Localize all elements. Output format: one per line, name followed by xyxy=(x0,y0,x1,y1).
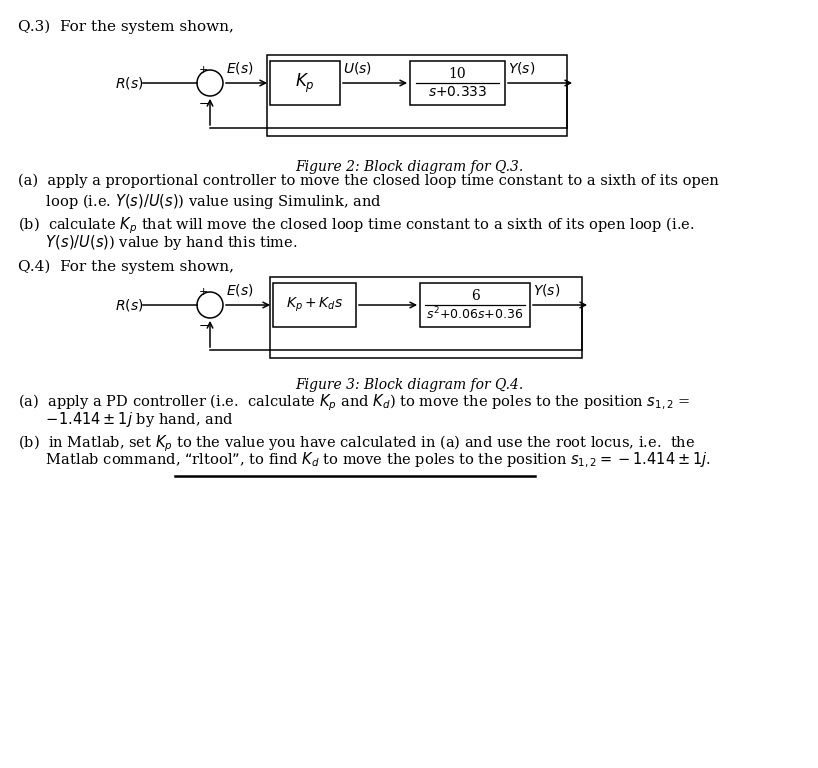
Text: +: + xyxy=(199,65,209,75)
Bar xyxy=(270,61,340,105)
Text: $R(s)$: $R(s)$ xyxy=(115,75,143,91)
Bar xyxy=(273,283,356,327)
Bar xyxy=(270,277,582,358)
Text: −: − xyxy=(199,320,209,333)
Text: $s{+}0.333$: $s{+}0.333$ xyxy=(428,85,488,99)
Text: $E(s)$: $E(s)$ xyxy=(226,60,254,76)
Text: Figure 2: Block diagram for Q.3.: Figure 2: Block diagram for Q.3. xyxy=(294,160,524,174)
Text: loop (i.e. $Y(s)/U(s)$) value using Simulink, and: loop (i.e. $Y(s)/U(s)$) value using Simu… xyxy=(18,192,382,211)
Text: Matlab command, “rltool”, to find $K_d$ to move the poles to the position $s_{1,: Matlab command, “rltool”, to find $K_d$ … xyxy=(18,451,711,470)
Text: $Y(s)$: $Y(s)$ xyxy=(508,60,535,76)
Text: Q.3)  For the system shown,: Q.3) For the system shown, xyxy=(18,20,234,35)
Text: 10: 10 xyxy=(449,67,466,81)
Text: (b)  in Matlab, set $K_p$ to the value you have calculated in (a) and use the ro: (b) in Matlab, set $K_p$ to the value yo… xyxy=(18,433,695,454)
Text: $U(s)$: $U(s)$ xyxy=(343,60,372,76)
Text: (b)  calculate $K_p$ that will move the closed loop time constant to a sixth of : (b) calculate $K_p$ that will move the c… xyxy=(18,215,694,236)
Text: (a)  apply a proportional controller to move the closed loop time constant to a : (a) apply a proportional controller to m… xyxy=(18,174,719,188)
Text: Figure 3: Block diagram for Q.4.: Figure 3: Block diagram for Q.4. xyxy=(294,378,524,392)
Text: $K_p$: $K_p$ xyxy=(295,71,315,94)
Text: +: + xyxy=(199,287,209,297)
Text: $R(s)$: $R(s)$ xyxy=(115,297,143,313)
Text: $-1.414 \pm 1j$ by hand, and: $-1.414 \pm 1j$ by hand, and xyxy=(18,410,234,429)
Text: $K_p + K_d s$: $K_p + K_d s$ xyxy=(285,296,343,314)
Text: $s^2{+}0.06s{+}0.36$: $s^2{+}0.06s{+}0.36$ xyxy=(426,306,524,323)
Bar xyxy=(267,55,567,136)
Text: $E(s)$: $E(s)$ xyxy=(226,282,254,298)
Text: Q.4)  For the system shown,: Q.4) For the system shown, xyxy=(18,260,234,274)
Bar xyxy=(410,61,505,105)
Text: 6: 6 xyxy=(470,289,479,303)
Text: (a)  apply a PD controller (i.e.  calculate $K_p$ and $K_d$) to move the poles t: (a) apply a PD controller (i.e. calculat… xyxy=(18,392,690,412)
Bar xyxy=(420,283,530,327)
Text: −: − xyxy=(199,98,209,111)
Text: $Y(s)$: $Y(s)$ xyxy=(533,282,560,298)
Text: $Y(s)/U(s)$) value by hand this time.: $Y(s)/U(s)$) value by hand this time. xyxy=(18,233,298,252)
